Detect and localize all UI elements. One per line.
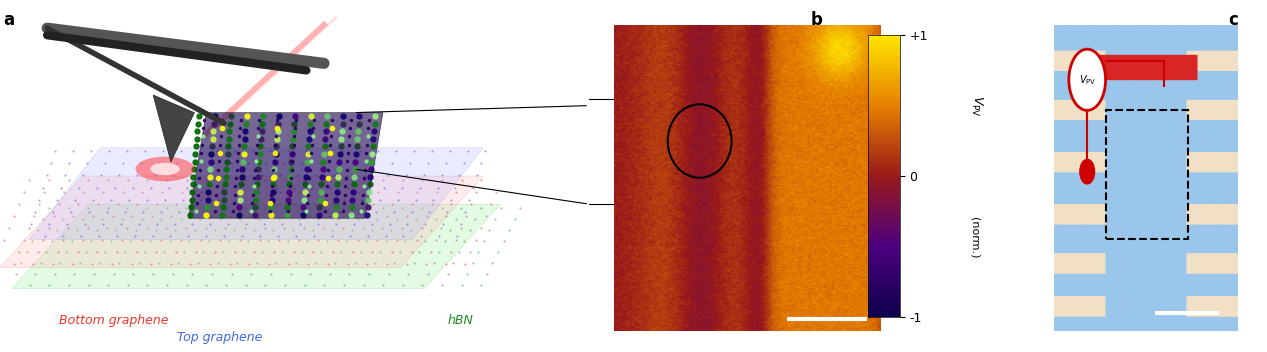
Text: (norm.): (norm.) [969, 217, 979, 259]
Text: $V_{\rm PV}$: $V_{\rm PV}$ [1078, 73, 1096, 87]
Polygon shape [153, 95, 194, 162]
Text: Bottom graphene: Bottom graphene [60, 314, 169, 327]
Text: a: a [3, 11, 14, 29]
Text: hBN: hBN [447, 314, 474, 327]
Ellipse shape [136, 157, 194, 181]
Polygon shape [189, 113, 383, 218]
Polygon shape [0, 176, 483, 268]
Circle shape [1079, 159, 1095, 184]
Ellipse shape [151, 163, 180, 175]
Bar [1106, 111, 1188, 239]
Polygon shape [11, 204, 500, 289]
Polygon shape [29, 148, 483, 239]
Text: Top graphene: Top graphene [177, 332, 262, 345]
Text: $V_{\rm PV}$: $V_{\rm PV}$ [969, 95, 984, 117]
Circle shape [1069, 49, 1106, 111]
Text: b: b [811, 11, 822, 29]
Text: c: c [1228, 11, 1238, 29]
